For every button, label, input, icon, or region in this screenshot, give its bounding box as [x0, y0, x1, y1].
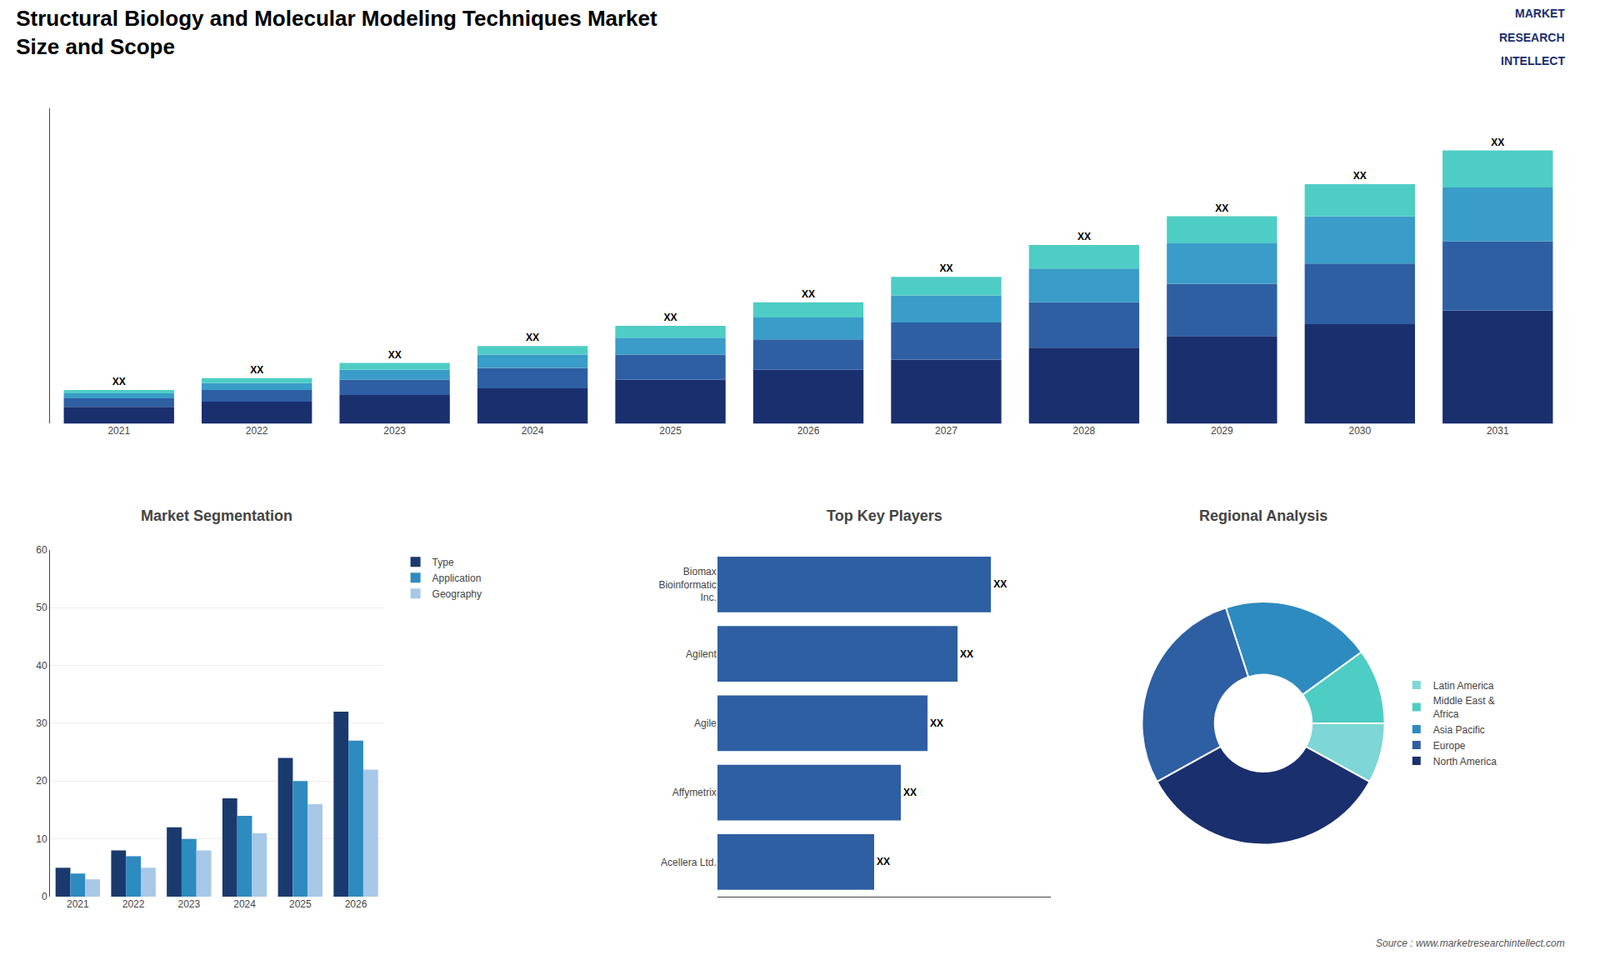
svg-text:XX: XX — [112, 375, 126, 388]
svg-text:XX: XX — [993, 578, 1007, 590]
svg-text:2030: 2030 — [1348, 425, 1371, 437]
svg-text:40: 40 — [35, 660, 48, 672]
svg-text:XX: XX — [1215, 202, 1229, 215]
svg-text:2025: 2025 — [289, 898, 312, 910]
svg-text:2022: 2022 — [245, 425, 269, 437]
svg-text:Europe: Europe — [1433, 740, 1466, 752]
svg-text:XX: XX — [1490, 136, 1505, 149]
svg-text:2026: 2026 — [797, 425, 820, 437]
svg-text:0: 0 — [41, 890, 48, 903]
svg-text:2023: 2023 — [383, 425, 406, 437]
svg-text:Type: Type — [432, 556, 455, 569]
svg-text:2022: 2022 — [122, 898, 145, 910]
svg-text:MARKET: MARKET — [1515, 6, 1565, 20]
svg-text:Structural Biology and Molecul: Structural Biology and Molecular Modelin… — [15, 5, 658, 60]
svg-text:XX: XX — [939, 262, 953, 275]
svg-text:Agile: Agile — [694, 717, 717, 730]
svg-text:50: 50 — [35, 601, 48, 614]
svg-text:XX: XX — [876, 855, 890, 868]
svg-text:2031: 2031 — [1486, 425, 1510, 437]
svg-text:Source : www.marketresearchint: Source : www.marketresearchintellect.com — [1375, 937, 1565, 950]
svg-text:XX: XX — [930, 717, 944, 730]
svg-text:Latin America: Latin America — [1433, 680, 1495, 692]
svg-text:2025: 2025 — [659, 425, 682, 437]
svg-text:Agilent: Agilent — [685, 648, 717, 660]
svg-text:20: 20 — [35, 775, 48, 787]
svg-text:Acellera Ltd.: Acellera Ltd. — [660, 856, 717, 869]
svg-text:XX: XX — [388, 349, 402, 361]
svg-text:XX: XX — [801, 288, 815, 300]
svg-text:XX: XX — [960, 648, 974, 660]
svg-text:2024: 2024 — [233, 898, 256, 910]
svg-text:Market Segmentation: Market Segmentation — [140, 507, 293, 525]
svg-text:10: 10 — [35, 833, 48, 845]
svg-text:Asia Pacific: Asia Pacific — [1433, 724, 1485, 736]
svg-text:XX: XX — [1077, 230, 1091, 243]
svg-text:2023: 2023 — [177, 898, 200, 910]
svg-text:North America: North America — [1433, 755, 1497, 768]
svg-text:Regional Analysis: Regional Analysis — [1199, 507, 1328, 525]
svg-text:Top Key Players: Top Key Players — [826, 507, 943, 525]
svg-text:2028: 2028 — [1073, 425, 1096, 437]
svg-text:Geography: Geography — [432, 588, 482, 600]
svg-text:XX: XX — [525, 331, 540, 344]
svg-text:Affymetrix: Affymetrix — [672, 786, 717, 799]
svg-text:60: 60 — [35, 544, 48, 556]
svg-text:XX: XX — [664, 311, 678, 324]
svg-text:2026: 2026 — [345, 898, 368, 910]
svg-text:2024: 2024 — [521, 425, 545, 437]
svg-text:2021: 2021 — [66, 898, 90, 910]
svg-text:XX: XX — [903, 786, 917, 799]
svg-text:2027: 2027 — [935, 425, 958, 437]
svg-text:Middle East &Africa: Middle East &Africa — [1433, 695, 1495, 720]
svg-text:2021: 2021 — [107, 425, 130, 437]
svg-text:RESEARCH: RESEARCH — [1499, 30, 1565, 45]
svg-text:XX: XX — [250, 364, 264, 376]
svg-text:30: 30 — [35, 717, 48, 730]
svg-text:INTELLECT: INTELLECT — [1500, 54, 1565, 68]
svg-text:XX: XX — [1353, 170, 1367, 182]
svg-text:BiomaxBioinformaticInc.: BiomaxBioinformaticInc. — [658, 565, 716, 604]
svg-text:Application: Application — [432, 572, 482, 585]
svg-text:2029: 2029 — [1210, 425, 1234, 437]
